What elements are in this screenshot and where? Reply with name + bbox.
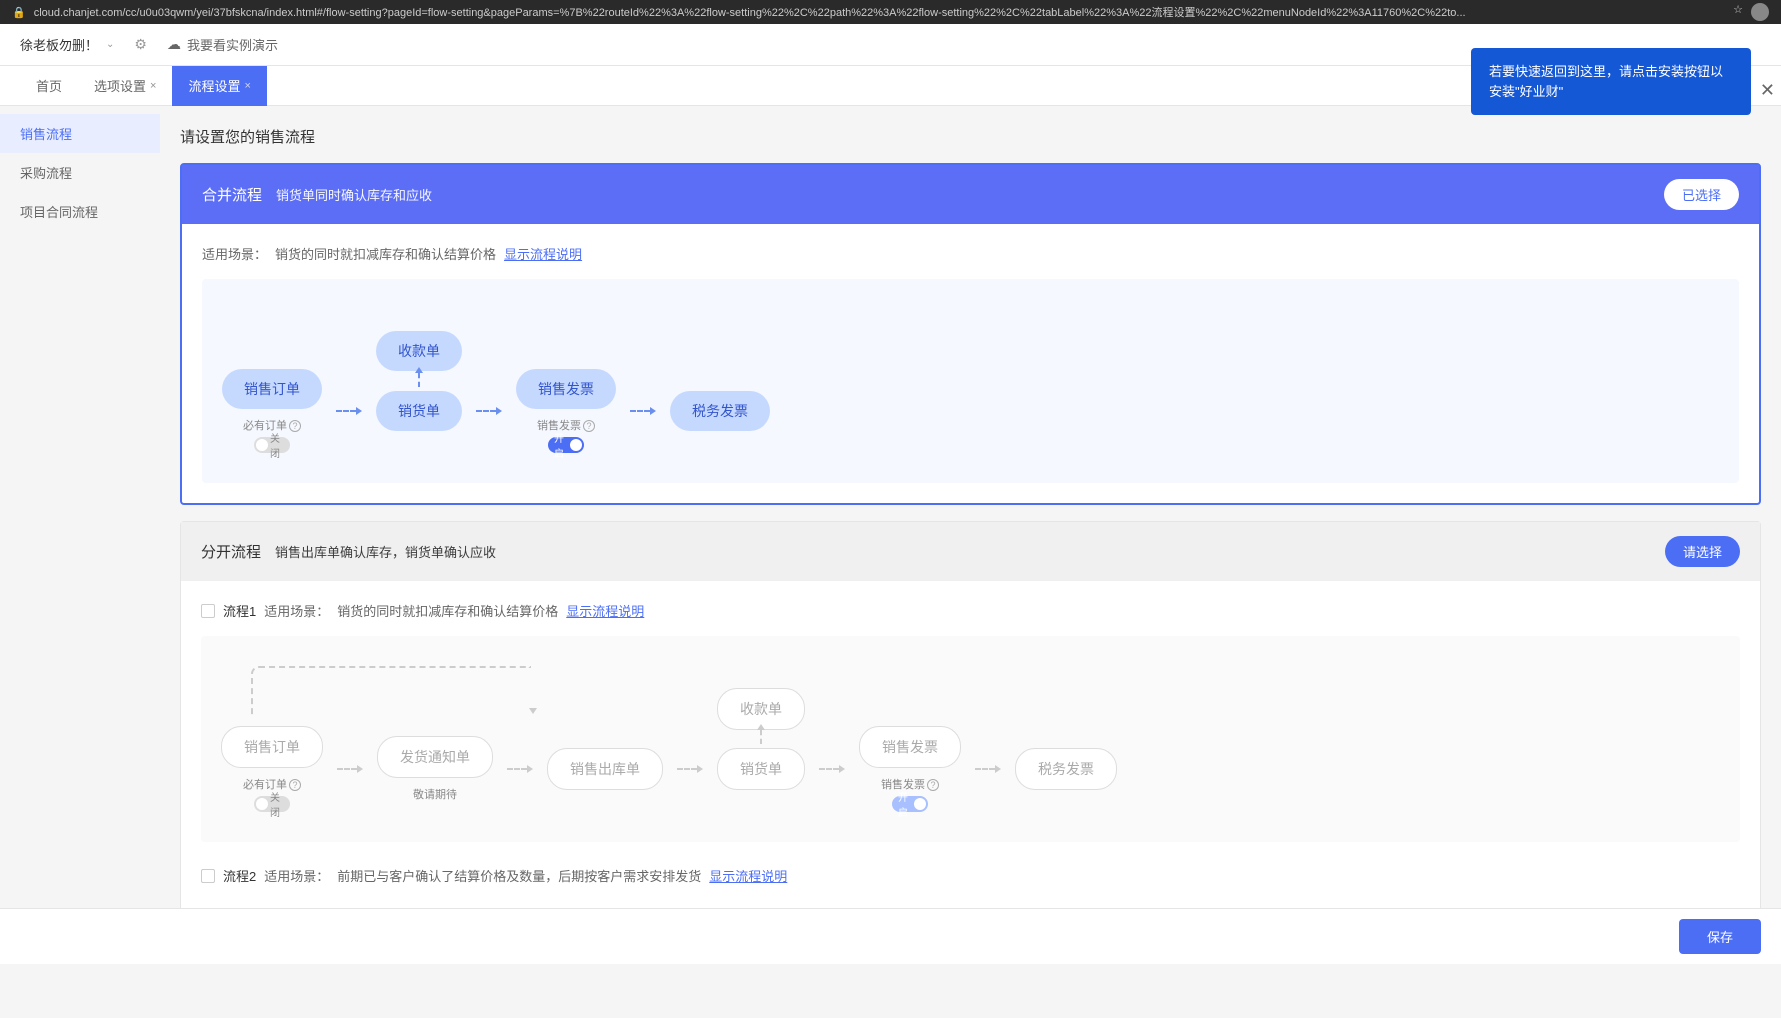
arrow-icon bbox=[330, 407, 368, 415]
arrow-icon bbox=[331, 765, 369, 773]
demo-text: 我要看实例演示 bbox=[187, 35, 278, 54]
tab-label: 首页 bbox=[36, 76, 62, 95]
chevron-down-icon: ⌄ bbox=[106, 39, 114, 50]
sidebar-label: 采购流程 bbox=[20, 166, 72, 181]
invoice-toggle[interactable]: 开启 bbox=[892, 796, 928, 812]
show-flow-link[interactable]: 显示流程说明 bbox=[709, 866, 787, 885]
node-outbound: 销售出库单 bbox=[547, 748, 663, 790]
sidebar-label: 销售流程 bbox=[20, 127, 72, 142]
close-icon[interactable]: × bbox=[244, 80, 250, 92]
sidebar-item-sales[interactable]: 销售流程 bbox=[0, 114, 160, 153]
split-flow1-diagram: 销售订单 必有订单? 关闭 发货通知单 敬请期待 bbox=[201, 636, 1740, 842]
help-icon[interactable]: ? bbox=[289, 420, 301, 432]
merged-flow-diagram: 销售订单 必有订单? 关闭 收款单 销货单 bbox=[202, 279, 1739, 483]
tooltip-close-icon[interactable]: ✕ bbox=[1760, 80, 1775, 101]
arrow-icon bbox=[969, 765, 1007, 773]
selected-button[interactable]: 已选择 bbox=[1664, 179, 1739, 210]
install-tooltip: 若要快速返回到这里，请点击安装按钮以安装"好业财" bbox=[1471, 48, 1751, 115]
split-flow-card: 分开流程 销售出库单确认库存，销货单确认应收 请选择 流程1 适用场景： 销货的… bbox=[180, 521, 1761, 922]
node-sales-invoice: 销售发票 bbox=[859, 726, 961, 768]
tab-options[interactable]: 选项设置 × bbox=[78, 66, 172, 106]
node-shipment: 销货单 bbox=[376, 391, 462, 431]
scenario-text: 前期已与客户确认了结算价格及数量，后期按客户需求安排发货 bbox=[337, 866, 701, 885]
node-sales-order: 销售订单 bbox=[221, 726, 323, 768]
close-icon[interactable]: × bbox=[150, 80, 156, 92]
show-flow-link[interactable]: 显示流程说明 bbox=[504, 244, 582, 263]
sidebar: 销售流程 采购流程 项目合同流程 bbox=[0, 106, 160, 1018]
scenario-label: 适用场景： bbox=[264, 601, 329, 620]
arrow-icon bbox=[501, 765, 539, 773]
tab-flow-settings[interactable]: 流程设置 × bbox=[172, 66, 266, 106]
arrow-icon bbox=[671, 765, 709, 773]
flow2-checkbox[interactable] bbox=[201, 869, 215, 883]
scenario-label: 适用场景： bbox=[202, 244, 267, 263]
tab-label: 流程设置 bbox=[188, 76, 240, 95]
help-icon[interactable]: ? bbox=[583, 420, 595, 432]
merged-flow-header: 合并流程 销货单同时确认库存和应收 已选择 bbox=[182, 165, 1759, 224]
gear-icon[interactable]: ⚙ bbox=[134, 36, 147, 53]
flow1-checkbox[interactable] bbox=[201, 604, 215, 618]
show-flow-link[interactable]: 显示流程说明 bbox=[566, 601, 644, 620]
sidebar-label: 项目合同流程 bbox=[20, 205, 98, 220]
arrow-icon bbox=[470, 407, 508, 415]
node-receipt: 收款单 bbox=[376, 331, 462, 371]
split-flow-header: 分开流程 销售出库单确认库存，销货单确认应收 请选择 bbox=[181, 522, 1760, 581]
invoice-toggle[interactable]: 开启 bbox=[548, 437, 584, 453]
arrow-icon bbox=[813, 765, 851, 773]
page-title: 请设置您的销售流程 bbox=[180, 126, 1761, 147]
merged-flow-card: 合并流程 销货单同时确认库存和应收 已选择 适用场景： 销货的同时就扣减库存和确… bbox=[180, 163, 1761, 505]
star-icon[interactable]: ☆ bbox=[1733, 3, 1743, 21]
sidebar-item-purchase[interactable]: 采购流程 bbox=[0, 153, 160, 192]
tab-label: 选项设置 bbox=[94, 76, 146, 95]
save-button[interactable]: 保存 bbox=[1679, 919, 1761, 954]
node-ship-notice: 发货通知单 bbox=[377, 736, 493, 778]
node-sales-invoice: 销售发票 bbox=[516, 369, 616, 409]
flow-title: 合并流程 bbox=[202, 184, 262, 205]
flow-title: 分开流程 bbox=[201, 541, 261, 562]
content-area: 请设置您的销售流程 合并流程 销货单同时确认库存和应收 已选择 适用场景： 销货… bbox=[160, 106, 1781, 1018]
flow-subtitle: 销售出库单确认库存，销货单确认应收 bbox=[275, 542, 496, 561]
org-dropdown[interactable]: 徐老板勿删！ ⌄ bbox=[20, 35, 114, 54]
node-tax-invoice: 税务发票 bbox=[1015, 748, 1117, 790]
order-toggle[interactable]: 关闭 bbox=[254, 437, 290, 453]
arrow-down-icon bbox=[529, 708, 537, 714]
app-header: 徐老板勿删！ ⌄ ⚙ ☁ 我要看实例演示 若要快速返回到这里，请点击安装按钮以安… bbox=[0, 24, 1781, 66]
help-icon[interactable]: ? bbox=[927, 779, 939, 791]
scenario-text: 销货的同时就扣减库存和确认结算价格 bbox=[275, 244, 496, 263]
demo-link[interactable]: ☁ 我要看实例演示 bbox=[167, 35, 278, 54]
node-tax-invoice: 税务发票 bbox=[670, 391, 770, 431]
lock-icon: 🔒 bbox=[12, 6, 26, 19]
node-shipment: 销货单 bbox=[717, 748, 805, 790]
org-name: 徐老板勿删！ bbox=[20, 35, 98, 54]
arrow-up-icon bbox=[757, 724, 765, 744]
scenario-text: 销货的同时就扣减库存和确认结算价格 bbox=[337, 601, 558, 620]
footer-bar: 保存 bbox=[0, 908, 1781, 964]
cloud-icon: ☁ bbox=[167, 36, 181, 53]
profile-icon[interactable] bbox=[1751, 3, 1769, 21]
flow-subtitle: 销货单同时确认库存和应收 bbox=[276, 185, 432, 204]
node-sales-order: 销售订单 bbox=[222, 369, 322, 409]
order-toggle[interactable]: 关闭 bbox=[254, 796, 290, 812]
sidebar-item-contract[interactable]: 项目合同流程 bbox=[0, 192, 160, 231]
flow2-scenario-row: 流程2 适用场景： 前期已与客户确认了结算价格及数量，后期按客户需求安排发货 显… bbox=[201, 866, 1740, 885]
flow2-label: 流程2 bbox=[223, 866, 256, 885]
select-button[interactable]: 请选择 bbox=[1665, 536, 1740, 567]
arrow-up-icon bbox=[415, 367, 423, 387]
scenario-row: 适用场景： 销货的同时就扣减库存和确认结算价格 显示流程说明 bbox=[202, 244, 1739, 263]
flow1-label: 流程1 bbox=[223, 601, 256, 620]
arrow-icon bbox=[624, 407, 662, 415]
browser-topbar: 🔒 cloud.chanjet.com/cc/u0u03qwm/yei/37bf… bbox=[0, 0, 1781, 24]
tab-home[interactable]: 首页 bbox=[20, 66, 78, 106]
tooltip-text: 若要快速返回到这里，请点击安装按钮以安装"好业财" bbox=[1489, 64, 1723, 99]
help-icon[interactable]: ? bbox=[289, 779, 301, 791]
flow1-scenario-row: 流程1 适用场景： 销货的同时就扣减库存和确认结算价格 显示流程说明 bbox=[201, 601, 1740, 620]
url-text: cloud.chanjet.com/cc/u0u03qwm/yei/37bfsk… bbox=[34, 4, 1733, 20]
scenario-label: 适用场景： bbox=[264, 866, 329, 885]
note-coming-soon: 敬请期待 bbox=[413, 786, 457, 802]
